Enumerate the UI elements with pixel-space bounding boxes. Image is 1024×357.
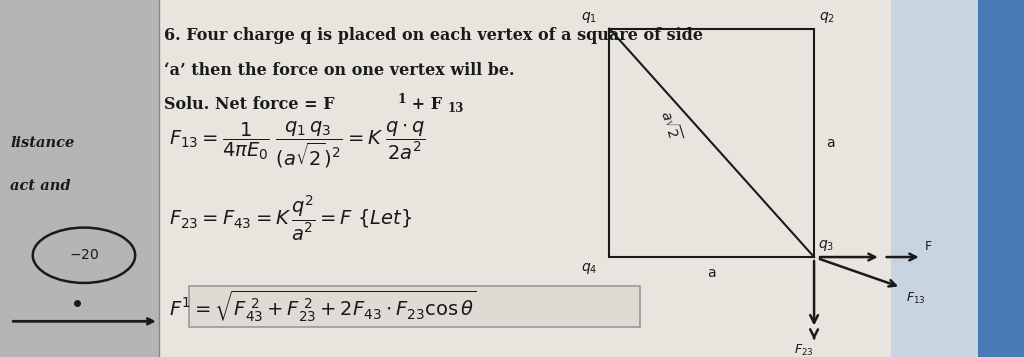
Bar bbox=[0, 0, 159, 357]
Bar bbox=[189, 286, 640, 327]
Text: $F_{23} = F_{43} = K\,\dfrac{q^2}{a^2} = F\ \{Let\}$: $F_{23} = F_{43} = K\,\dfrac{q^2}{a^2} =… bbox=[169, 193, 413, 242]
Text: 1: 1 bbox=[397, 93, 407, 106]
Text: $q_3$: $q_3$ bbox=[818, 238, 835, 253]
Text: $F_{23}$: $F_{23}$ bbox=[794, 342, 814, 357]
Text: a: a bbox=[708, 266, 716, 280]
Bar bbox=[978, 0, 1024, 357]
Text: ‘a’ then the force on one vertex will be.: ‘a’ then the force on one vertex will be… bbox=[164, 62, 514, 80]
Bar bbox=[609, 29, 814, 257]
Text: $a\sqrt{2}$: $a\sqrt{2}$ bbox=[657, 107, 684, 142]
Text: $F^1 = \sqrt{F_{43}^{\ 2}+F_{23}^{\ 2}+2F_{43}\cdot F_{23}\cos\theta}$: $F^1 = \sqrt{F_{43}^{\ 2}+F_{23}^{\ 2}+2… bbox=[169, 288, 477, 324]
Text: + F: + F bbox=[406, 96, 441, 114]
Text: $-20$: $-20$ bbox=[69, 248, 99, 262]
Text: listance: listance bbox=[10, 136, 75, 150]
Text: $F_{13}$: $F_{13}$ bbox=[906, 291, 926, 306]
Text: 13: 13 bbox=[447, 102, 464, 115]
Text: Solu. Net force = F: Solu. Net force = F bbox=[164, 96, 335, 114]
Text: $q_4$: $q_4$ bbox=[581, 261, 597, 276]
Bar bbox=[159, 0, 978, 357]
Text: $q_1$: $q_1$ bbox=[581, 10, 597, 25]
Text: 6. Four charge q is placed on each vertex of a square of side: 6. Four charge q is placed on each verte… bbox=[164, 27, 702, 44]
Text: a: a bbox=[826, 136, 835, 150]
Text: $q_2$: $q_2$ bbox=[819, 10, 836, 25]
Text: $F_{13} = \dfrac{1}{4\pi E_0}\;\dfrac{q_1\,q_3}{(a\sqrt{2})^2} = K\;\dfrac{q \cd: $F_{13} = \dfrac{1}{4\pi E_0}\;\dfrac{q_… bbox=[169, 120, 426, 170]
Bar bbox=[891, 0, 978, 357]
Text: F: F bbox=[925, 241, 932, 253]
Text: act and: act and bbox=[10, 178, 71, 193]
